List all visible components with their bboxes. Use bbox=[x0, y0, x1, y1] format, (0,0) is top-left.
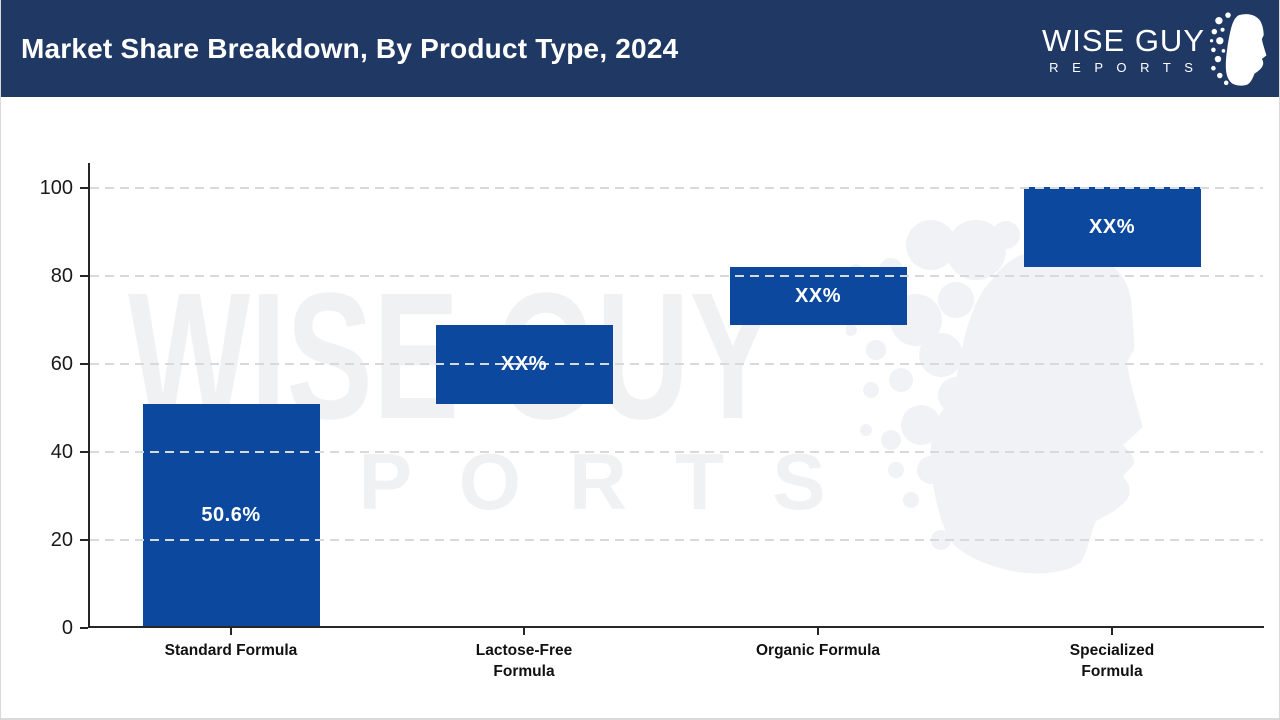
x-axis-label: Specialized Formula bbox=[982, 640, 1242, 682]
x-axis-label-line: Standard Formula bbox=[164, 642, 298, 659]
y-tick bbox=[80, 363, 88, 365]
x-tick bbox=[1111, 628, 1113, 635]
x-axis-line bbox=[88, 626, 1264, 628]
y-tick bbox=[80, 627, 88, 629]
logo-reports-text: R E P O R T S bbox=[1049, 60, 1198, 75]
x-tick bbox=[230, 628, 232, 635]
y-axis-line bbox=[88, 163, 90, 628]
x-axis-label: Standard Formula bbox=[101, 640, 361, 661]
gridline bbox=[90, 363, 1263, 365]
y-tick-label: 20 bbox=[50, 529, 73, 551]
logo-head-icon bbox=[1209, 12, 1267, 86]
y-tick-label: 40 bbox=[50, 441, 73, 463]
y-tick-label: 60 bbox=[50, 353, 73, 375]
chart-title: Market Share Breakdown, By Product Type,… bbox=[21, 32, 679, 64]
x-axis-label-line: Specialized bbox=[1069, 642, 1155, 659]
bar-value-label: 50.6% bbox=[201, 504, 261, 527]
bar-value-label: XX% bbox=[1089, 215, 1135, 238]
x-axis-label-line: Lactose-Free bbox=[475, 642, 573, 659]
logo-wiseguy-text: WISE GUY bbox=[1041, 23, 1205, 58]
y-tick bbox=[80, 187, 88, 189]
wiseguy-logo: WISE GUY R E P O R T S bbox=[1042, 5, 1271, 93]
y-tick bbox=[80, 275, 88, 277]
y-tick-label: 80 bbox=[50, 265, 73, 287]
waterfall-bar bbox=[1023, 187, 1201, 268]
gridline bbox=[90, 187, 1263, 189]
gridline bbox=[90, 275, 1263, 277]
y-tick-label: 100 bbox=[39, 177, 73, 199]
x-axis-label: Organic Formula bbox=[688, 640, 948, 661]
x-tick bbox=[817, 628, 819, 635]
waterfall-bar bbox=[142, 404, 320, 627]
x-tick bbox=[523, 628, 525, 635]
x-axis-label-line: Organic Formula bbox=[755, 642, 881, 659]
x-axis-label-line: Formula bbox=[1081, 663, 1143, 680]
bar-value-label: XX% bbox=[501, 353, 547, 376]
y-tick bbox=[80, 539, 88, 541]
gridline bbox=[90, 451, 1263, 453]
logo-wordmark: WISE GUY R E P O R T S bbox=[1042, 23, 1205, 75]
bar-value-label: XX% bbox=[795, 284, 841, 307]
header-band: Market Share Breakdown, By Product Type,… bbox=[1, 0, 1279, 97]
y-tick bbox=[80, 451, 88, 453]
gridline bbox=[90, 539, 1263, 541]
x-axis-label-line: Formula bbox=[493, 663, 555, 680]
watermark-head-icon bbox=[846, 220, 1143, 574]
y-tick-label: 0 bbox=[61, 617, 73, 639]
x-axis-label: Lactose-Free Formula bbox=[394, 640, 654, 682]
